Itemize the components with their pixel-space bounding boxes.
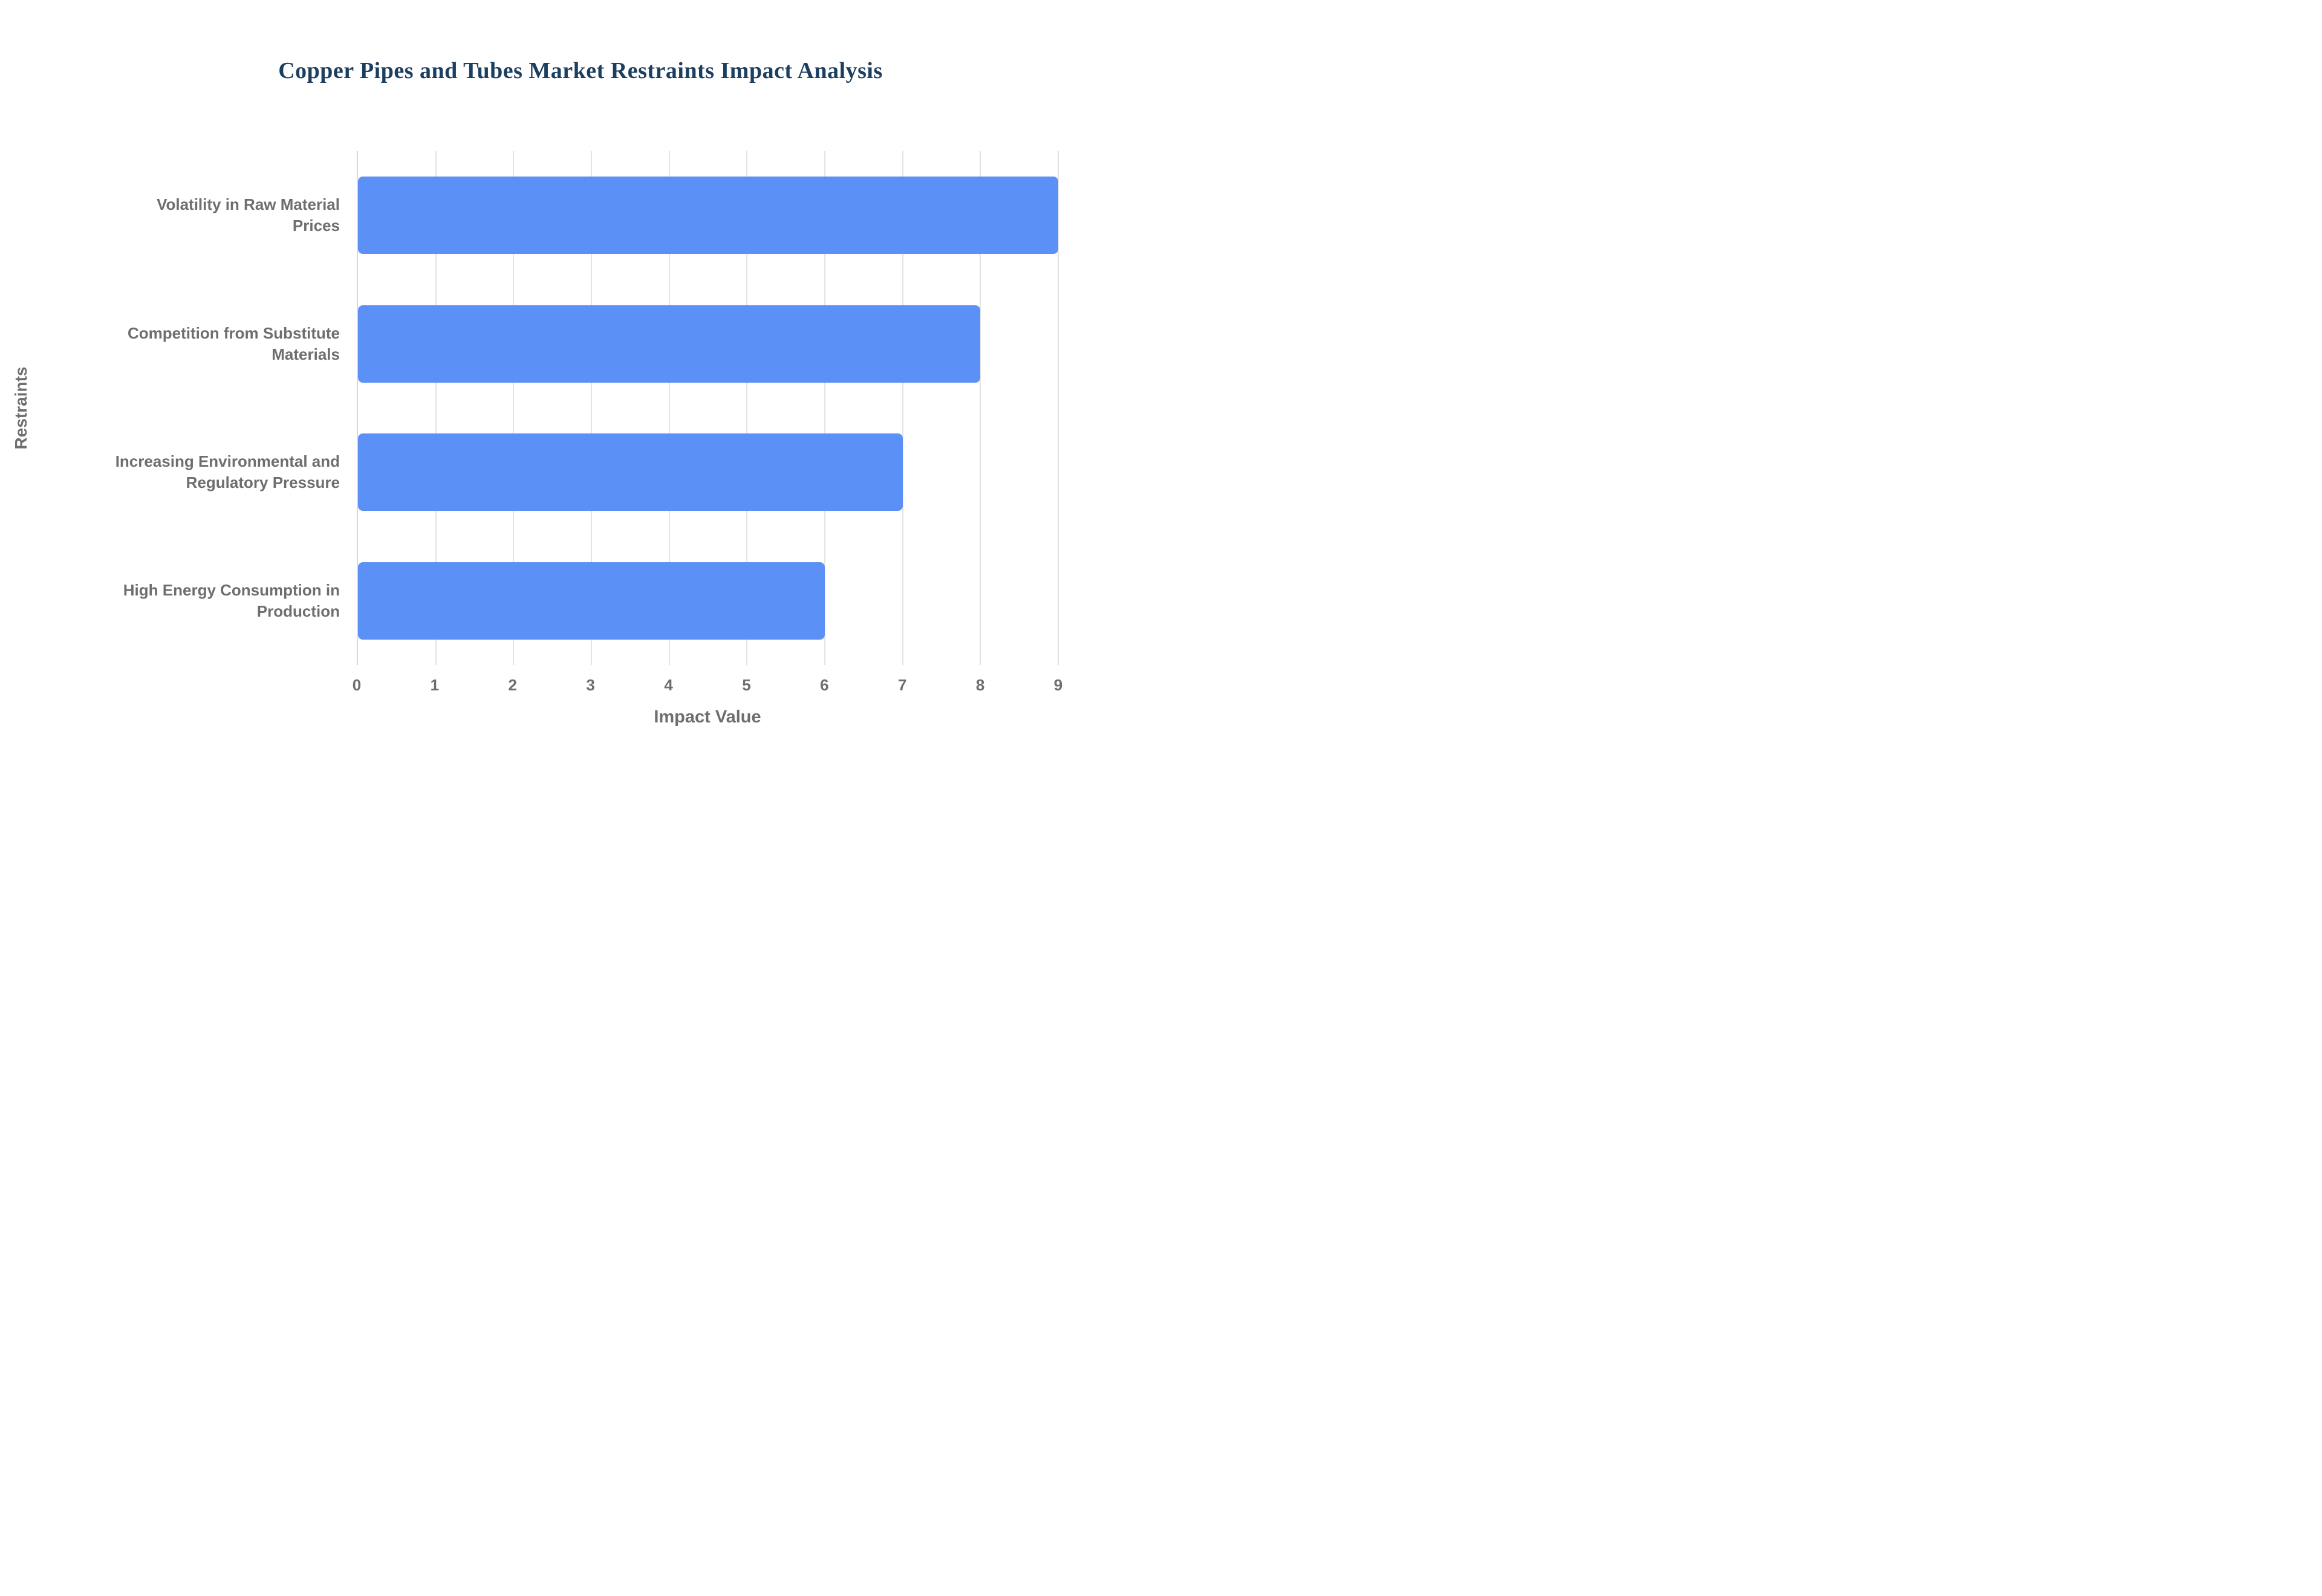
bar-2 xyxy=(358,305,981,383)
y-axis-title: Restraints xyxy=(11,366,30,450)
gridline-x-5 xyxy=(746,151,748,665)
x-axis-ticks: 0 1 2 3 4 5 6 7 8 9 xyxy=(353,665,1062,707)
chart-page: Copper Pipes and Tubes Market Restraints… xyxy=(0,0,1161,798)
plot-area xyxy=(357,151,1059,666)
x-tick-label-4: 4 xyxy=(664,676,673,694)
chart-container: Restraints Volatility in Raw Material Pr… xyxy=(0,151,1161,762)
gridline-x-6 xyxy=(824,151,825,665)
bar-row xyxy=(358,408,1058,537)
gridline-x-4 xyxy=(668,151,670,665)
x-axis-title: Impact Value xyxy=(654,707,761,727)
x-tick-label-5: 5 xyxy=(742,676,751,694)
bar-row xyxy=(358,151,1058,280)
category-label: Increasing Environmental and Regulatory … xyxy=(115,452,340,492)
x-tick-label-9: 9 xyxy=(1053,676,1063,694)
gridline-x-7 xyxy=(902,151,903,665)
x-tick-label-0: 0 xyxy=(352,676,362,694)
chart-title: Copper Pipes and Tubes Market Restraints… xyxy=(278,58,883,83)
bar-1 xyxy=(358,177,1058,255)
category-axis: Volatility in Raw Material Prices Competi… xyxy=(42,151,357,665)
bar-row xyxy=(358,537,1058,666)
category-label: Competition from Substitute Materials xyxy=(128,323,340,363)
y-axis-title-cell: Restraints xyxy=(0,151,42,665)
bar-4 xyxy=(358,562,825,640)
category-label: High Energy Consumption in Production xyxy=(123,580,340,620)
bar-row xyxy=(358,280,1058,409)
x-axis-title-cell: Impact Value xyxy=(357,707,1058,762)
gridline-x-1 xyxy=(435,151,437,665)
x-tick-label-8: 8 xyxy=(975,676,985,694)
gridline-x-2 xyxy=(513,151,515,665)
x-tick-label-6: 6 xyxy=(820,676,829,694)
gridline-x-3 xyxy=(590,151,592,665)
bar-3 xyxy=(358,433,903,511)
gridline-x-9 xyxy=(1058,151,1059,665)
category-label: Volatility in Raw Material Prices xyxy=(157,195,340,235)
gridline-x-8 xyxy=(980,151,981,665)
x-tick-label-3: 3 xyxy=(586,676,595,694)
x-tick-label-1: 1 xyxy=(430,676,440,694)
x-tick-label-7: 7 xyxy=(897,676,907,694)
x-tick-label-2: 2 xyxy=(508,676,517,694)
